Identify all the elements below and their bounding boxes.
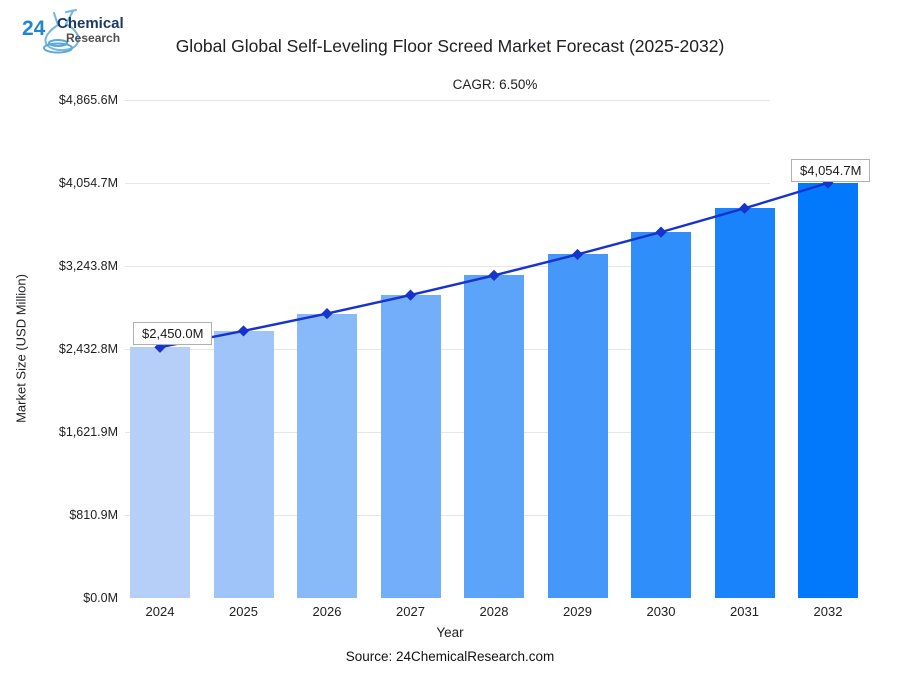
marker-2024: [154, 341, 166, 353]
flask-icon: [43, 9, 80, 54]
y-tick-label: $3,243.8M: [58, 258, 118, 273]
logo-text-chemical: Chemical: [57, 15, 124, 32]
x-tick-label: 2032: [813, 604, 843, 619]
x-tick-label: 2024: [145, 604, 175, 619]
marker-2027: [404, 289, 417, 301]
logo-number: 24: [22, 17, 46, 40]
bar-2024: [130, 347, 190, 598]
source-credit: Source: 24ChemicalResearch.com: [345, 649, 555, 664]
x-tick-label: 2031: [730, 604, 759, 619]
y-tick-label: $810.9M: [69, 508, 118, 522]
bar-2025: [213, 330, 274, 598]
bar-2028: [464, 275, 524, 598]
gridline: [125, 431, 770, 433]
data-label-2032: $4,054.7M: [791, 159, 871, 182]
chart-title: Global Global Self-Leveling Floor Screed…: [175, 36, 725, 56]
gridline: [125, 349, 770, 350]
bar-2027: [380, 295, 441, 598]
marker-2025: [237, 325, 250, 337]
x-axis-title: Year: [436, 625, 464, 640]
marker-2031: [738, 202, 751, 214]
gridline: [125, 182, 770, 184]
gridline: [125, 100, 770, 101]
marker-2026: [321, 307, 333, 320]
chart-subtitle: CAGR: 6.50%: [452, 77, 538, 92]
logo: 24 Chemical Research: [20, 8, 150, 58]
marker-2030: [655, 226, 667, 238]
marker-2029: [571, 248, 584, 261]
y-tick-label: $1,621.9M: [58, 424, 118, 439]
bar-2030: [631, 232, 691, 598]
x-tick-label: 2028: [479, 604, 509, 619]
x-tick-label: 2027: [396, 604, 425, 619]
x-tick-label: 2029: [563, 604, 592, 619]
plot-area: [125, 100, 865, 598]
data-label-2024: $2,450.0M: [133, 322, 213, 345]
gridline: [125, 515, 770, 516]
bar-2029: [547, 254, 608, 598]
trend-line: [154, 177, 834, 353]
y-tick-label: $0.0M: [83, 591, 118, 605]
y-tick-label: $4,865.6M: [58, 93, 118, 107]
bar-2026: [297, 313, 357, 598]
x-tick-label: 2026: [312, 604, 342, 619]
bar-2032: [798, 183, 858, 598]
x-tick-label: 2030: [646, 604, 676, 619]
line-path: [159, 181, 829, 349]
bar-2031: [714, 208, 775, 598]
x-tick-label: 2025: [229, 604, 258, 619]
marker-2028: [488, 269, 500, 282]
gridline: [125, 265, 770, 267]
y-tick-label: $4,054.7M: [58, 175, 118, 190]
logo-text-research: Research: [66, 31, 121, 45]
y-tick-label: $2,432.8M: [58, 342, 118, 356]
